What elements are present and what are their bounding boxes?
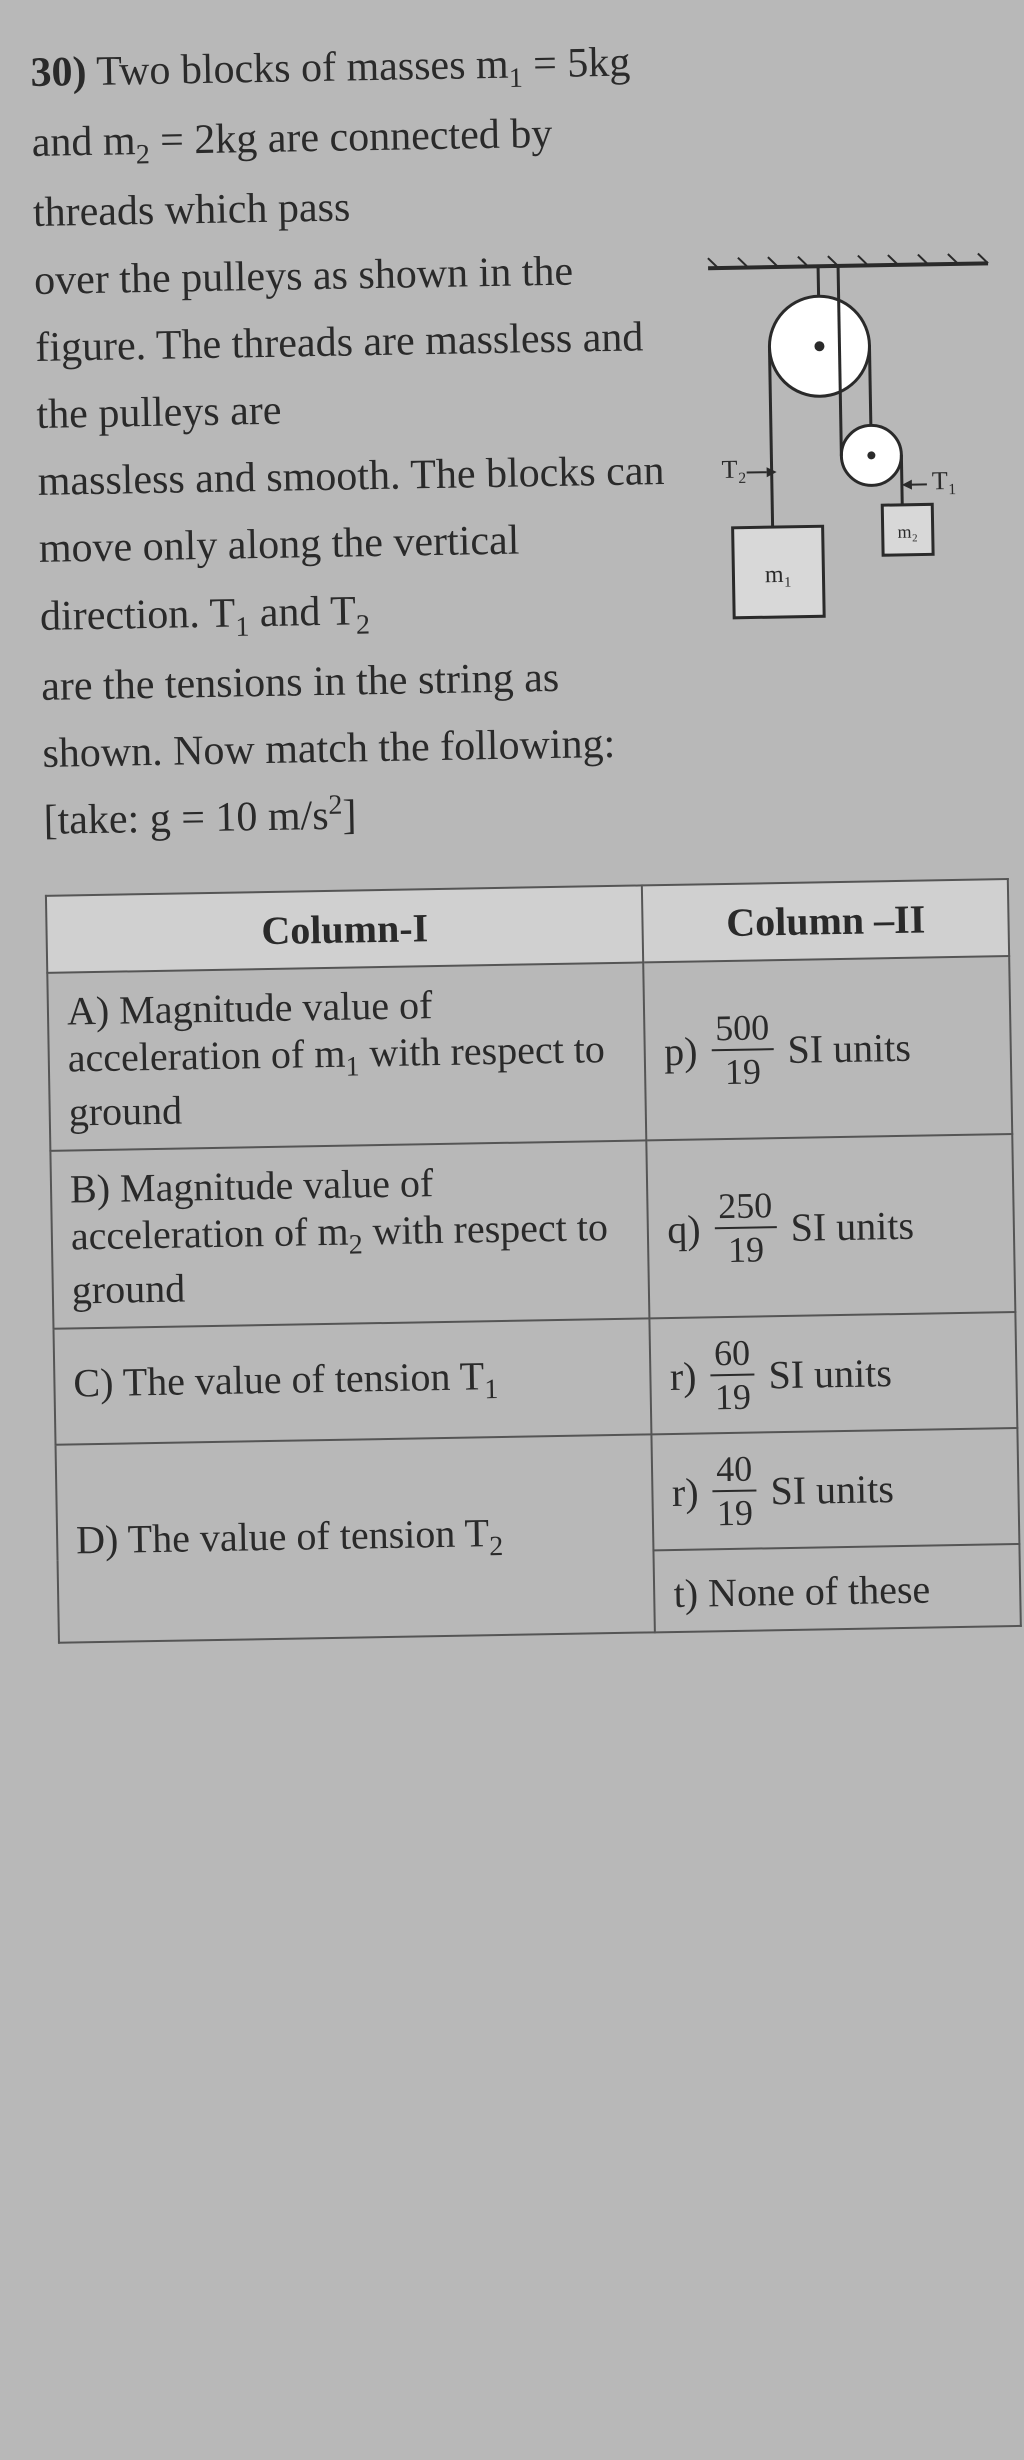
question-line-4: are the tensions in the string as shown.… — [41, 642, 687, 788]
num-r2: 40 — [712, 1448, 757, 1493]
header-col1: Column-I — [46, 886, 644, 973]
table-row: D) The value of tension T2 r) 40 19 SI u… — [56, 1428, 1020, 1561]
cell-left-b: B) Magnitude value of acceleration of m2… — [50, 1141, 649, 1329]
cell-left-a: A) Magnitude value of acceleration of m1… — [47, 963, 646, 1151]
sub-2: 2 — [136, 140, 151, 171]
question-line-5: [take: g = 10 m/s2] — [43, 777, 688, 855]
row-r1-label: r) — [669, 1352, 696, 1399]
figure-label-t1: T₁ — [932, 466, 957, 495]
fraction-p: 500 19 — [711, 1006, 774, 1093]
row-c-text-a: C) The value of tension T — [73, 1354, 484, 1406]
fraction-r2: 40 19 — [712, 1448, 757, 1535]
den-r2: 19 — [713, 1492, 758, 1535]
row-a-sub: 1 — [345, 1052, 360, 1083]
row-t-label: t) None of these — [673, 1565, 930, 1616]
row-p-label: p) — [664, 1027, 698, 1075]
text-p5b: ] — [342, 792, 357, 838]
den-p: 19 — [712, 1050, 775, 1093]
table-row: A) Magnitude value of acceleration of m1… — [47, 956, 1012, 1151]
num-p: 500 — [711, 1006, 774, 1051]
table-row: C) The value of tension T1 r) 60 19 SI u… — [54, 1312, 1018, 1445]
cell-right-p: p) 500 19 SI units — [644, 956, 1013, 1140]
sup-sq: 2 — [328, 790, 343, 821]
question-number: 30) — [30, 49, 87, 96]
suffix-r1: SI units — [768, 1349, 892, 1398]
fraction-q: 250 19 — [714, 1184, 777, 1271]
cell-right-q: q) 250 19 SI units — [647, 1134, 1016, 1318]
num-q: 250 — [714, 1184, 777, 1229]
row-q-label: q) — [667, 1205, 701, 1253]
sub-t1: 1 — [235, 611, 250, 642]
sub-1: 1 — [509, 63, 524, 94]
suffix-r2: SI units — [770, 1465, 894, 1514]
table-row: B) Magnitude value of acceleration of m2… — [50, 1134, 1015, 1329]
figure-label-t2: T₂ — [721, 455, 746, 484]
text-p5a: [take: g = 10 m/s — [43, 793, 329, 844]
row-c-sub: 1 — [484, 1374, 499, 1405]
question-line-1: 30) Two blocks of masses m1 = 5kg and m2… — [30, 29, 678, 248]
sub-t2: 2 — [356, 609, 371, 640]
suffix-q: SI units — [790, 1202, 914, 1251]
fraction-r1: 60 19 — [710, 1332, 755, 1419]
question-line-2: over the pulleys as shown in the figure.… — [34, 236, 681, 449]
match-table-container: Column-I Column –II A) Magnitude value o… — [45, 878, 1022, 1643]
den-r1: 19 — [711, 1376, 756, 1419]
question-container: 30) Two blocks of masses m1 = 5kg and m2… — [30, 23, 1022, 1643]
row-b-sub: 2 — [348, 1230, 363, 1261]
cell-right-r2: r) 40 19 SI units — [652, 1428, 1020, 1550]
figure-label-m1: m₁ — [765, 562, 792, 588]
cell-left-d: D) The value of tension T2 — [56, 1435, 656, 1643]
cell-left-c: C) The value of tension T1 — [54, 1319, 652, 1445]
match-table: Column-I Column –II A) Magnitude value o… — [45, 878, 1022, 1643]
pulley-figure: m₁ m₂ T₂ T₁ — [698, 243, 1005, 648]
row-d-sub: 2 — [489, 1531, 504, 1562]
text-p1a: Two blocks of masses m — [96, 42, 509, 95]
num-r1: 60 — [710, 1332, 755, 1377]
cell-right-t: t) None of these — [654, 1544, 1021, 1632]
cell-right-r1: r) 60 19 SI units — [650, 1312, 1018, 1434]
text-p3b: and T — [249, 588, 356, 636]
figure-label-m2: m₂ — [897, 522, 918, 542]
question-text-area: 30) Two blocks of masses m1 = 5kg and m2… — [30, 29, 688, 855]
row-d-text-a: D) The value of tension T — [76, 1510, 490, 1562]
question-line-3: massless and smooth. The blocks can move… — [37, 438, 684, 654]
row-r2-label: r) — [671, 1468, 698, 1515]
question-wrapper: 30) Two blocks of masses m1 = 5kg and m2… — [30, 23, 1008, 855]
den-q: 19 — [715, 1228, 778, 1271]
suffix-p: SI units — [787, 1024, 911, 1073]
figure-area: m₁ m₂ T₂ T₁ — [694, 23, 1008, 843]
header-col2: Column –II — [642, 879, 1009, 962]
